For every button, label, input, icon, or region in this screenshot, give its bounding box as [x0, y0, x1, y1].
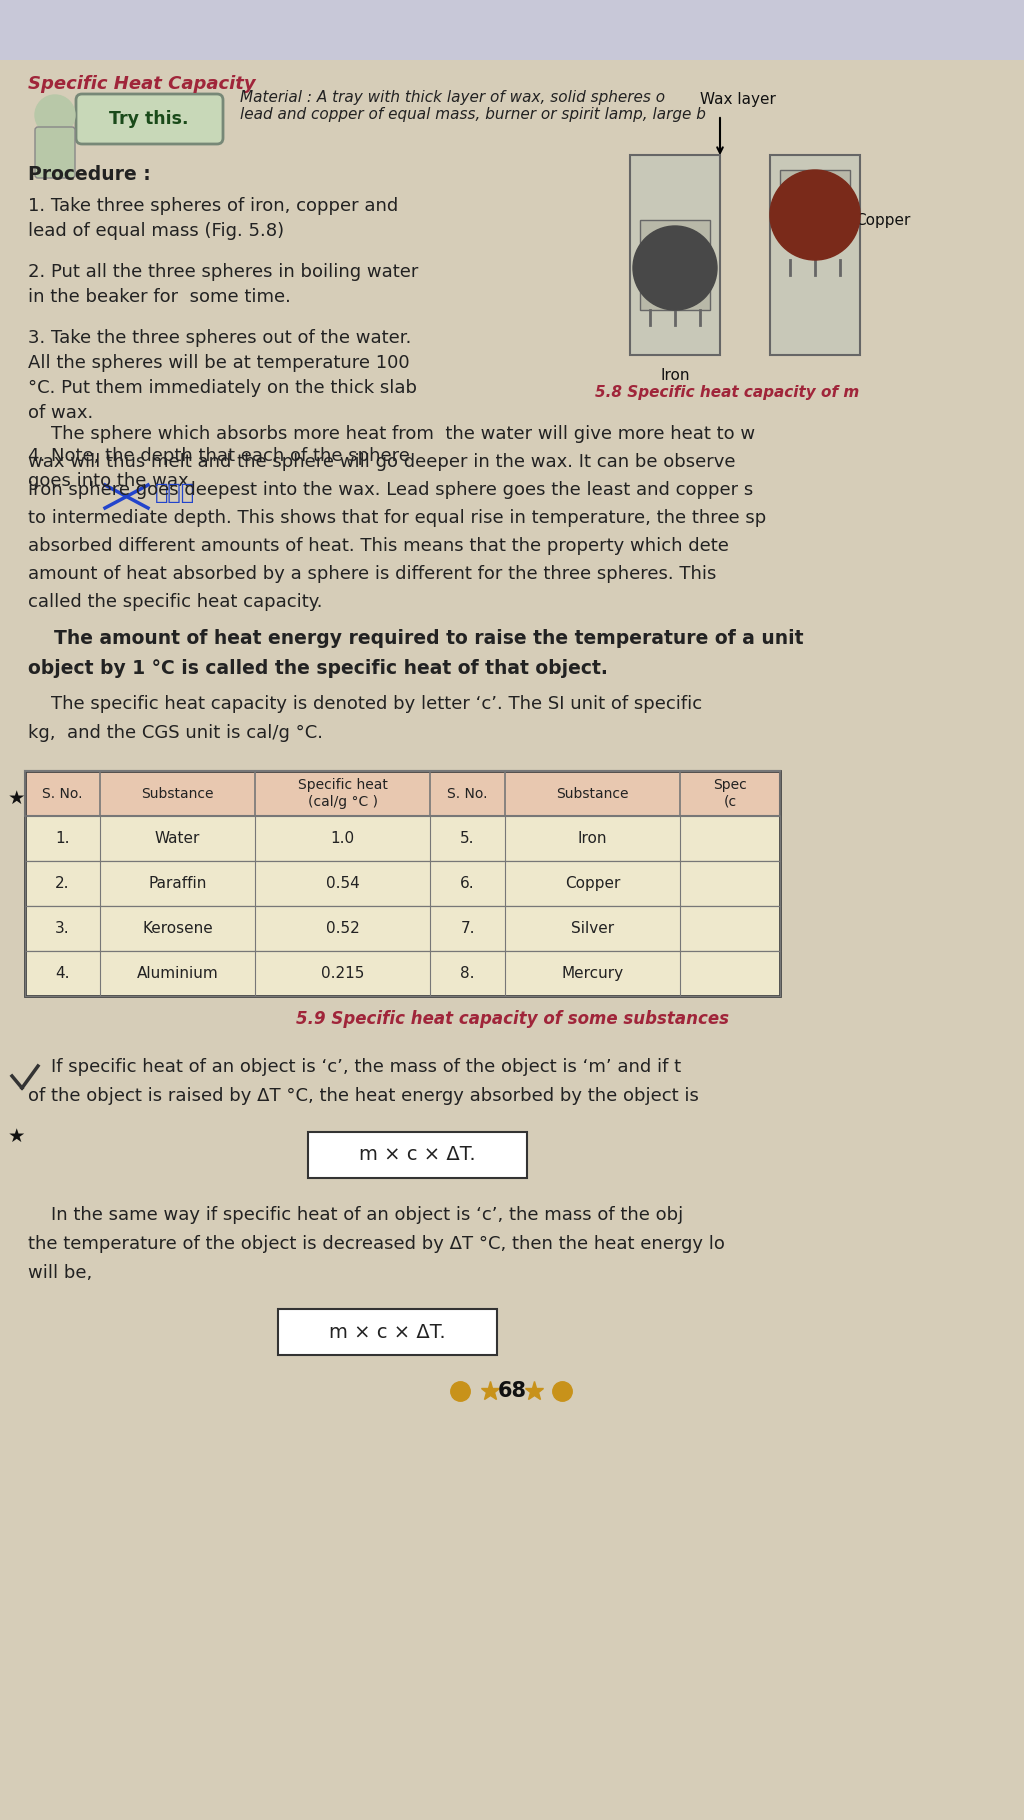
Text: kg,  and the CGS unit is cal/g °C.: kg, and the CGS unit is cal/g °C. — [28, 724, 323, 743]
Text: 4.: 4. — [55, 966, 70, 981]
Text: Try this.: Try this. — [110, 109, 188, 127]
Text: Material : A tray with thick layer of wax, solid spheres o
lead and copper of eq: Material : A tray with thick layer of wa… — [240, 89, 706, 122]
Text: of the object is raised by ΔT °C, the heat energy absorbed by the object is: of the object is raised by ΔT °C, the he… — [28, 1087, 698, 1105]
Bar — [25, 906, 780, 952]
Text: Spec
(c: Spec (c — [713, 779, 746, 808]
Text: Copper: Copper — [855, 213, 910, 228]
Text: Aluminium: Aluminium — [136, 966, 218, 981]
Text: मेन: मेन — [155, 482, 196, 502]
Text: 5.8 Specific heat capacity of m: 5.8 Specific heat capacity of m — [595, 386, 859, 400]
Text: Specific Heat Capacity: Specific Heat Capacity — [28, 75, 256, 93]
Text: S. No.: S. No. — [42, 786, 83, 801]
Text: 8.: 8. — [460, 966, 475, 981]
Text: object by 1 °C is called the specific heat of that object.: object by 1 °C is called the specific he… — [28, 659, 608, 679]
Bar — [25, 861, 780, 906]
Text: Wax layer: Wax layer — [700, 93, 776, 107]
Text: Specific heat
(cal/g °C ): Specific heat (cal/g °C ) — [298, 779, 387, 808]
FancyBboxPatch shape — [278, 1309, 497, 1356]
Text: Substance: Substance — [141, 786, 214, 801]
Text: iron sphere goes deepest into the wax. Lead sphere goes the least and copper s: iron sphere goes deepest into the wax. L… — [28, 480, 754, 499]
Text: Water: Water — [155, 832, 200, 846]
Text: The specific heat capacity is denoted by letter ‘c’. The SI unit of specific: The specific heat capacity is denoted by… — [28, 695, 702, 713]
Text: 0.52: 0.52 — [326, 921, 359, 935]
Text: The sphere which absorbs more heat from  the water will give more heat to w: The sphere which absorbs more heat from … — [28, 426, 755, 442]
Text: 2.: 2. — [55, 875, 70, 892]
Text: The amount of heat energy required to raise the temperature of a unit: The amount of heat energy required to ra… — [28, 630, 804, 648]
FancyBboxPatch shape — [35, 127, 75, 178]
Text: 5.: 5. — [460, 832, 475, 846]
Text: ★: ★ — [8, 1127, 26, 1145]
Text: 7.: 7. — [460, 921, 475, 935]
Text: 3. Take the three spheres out of the water.
All the spheres will be at temperatu: 3. Take the three spheres out of the wat… — [28, 329, 417, 422]
Bar — [780, 169, 850, 229]
Bar — [630, 155, 720, 355]
Text: called the specific heat capacity.: called the specific heat capacity. — [28, 593, 323, 612]
Text: 3.: 3. — [55, 921, 70, 935]
Text: In the same way if specific heat of an object is ‘c’, the mass of the obj: In the same way if specific heat of an o… — [28, 1207, 683, 1225]
Circle shape — [770, 169, 860, 260]
Text: If specific heat of an object is ‘c’, the mass of the object is ‘m’ and if t: If specific heat of an object is ‘c’, th… — [28, 1057, 681, 1076]
Text: 0.54: 0.54 — [326, 875, 359, 892]
Bar — [640, 220, 710, 309]
Text: 5.9 Specific heat capacity of some substances: 5.9 Specific heat capacity of some subst… — [296, 1010, 728, 1028]
Bar — [25, 772, 780, 815]
Text: m × c × ΔT.: m × c × ΔT. — [329, 1323, 445, 1341]
Text: the temperature of the object is decreased by ΔT °C, then the heat energy lo: the temperature of the object is decreas… — [28, 1236, 725, 1252]
Bar — [770, 155, 860, 355]
Text: 68: 68 — [498, 1381, 526, 1401]
Text: m × c × ΔT.: m × c × ΔT. — [358, 1145, 475, 1165]
Text: Silver: Silver — [571, 921, 614, 935]
Text: 1. Take three spheres of iron, copper and
lead of equal mass (Fig. 5.8): 1. Take three spheres of iron, copper an… — [28, 197, 398, 240]
Text: Procedure :: Procedure : — [28, 166, 151, 184]
Text: Iron: Iron — [660, 368, 690, 382]
Text: Paraffin: Paraffin — [148, 875, 207, 892]
Text: S. No.: S. No. — [447, 786, 487, 801]
Bar — [25, 772, 780, 996]
Text: 6.: 6. — [460, 875, 475, 892]
Text: 4. Note, the depth that each of the sphere
goes into the wax.: 4. Note, the depth that each of the sphe… — [28, 448, 410, 490]
Text: Copper: Copper — [565, 875, 621, 892]
Text: Iron: Iron — [578, 832, 607, 846]
Text: Kerosene: Kerosene — [142, 921, 213, 935]
Bar — [25, 815, 780, 861]
Bar — [25, 952, 780, 996]
Bar — [0, 0, 1024, 60]
Text: Mercury: Mercury — [561, 966, 624, 981]
Text: ★: ★ — [8, 788, 26, 808]
Text: 0.215: 0.215 — [321, 966, 365, 981]
Circle shape — [633, 226, 717, 309]
Text: wax will thus melt and the sphere will go deeper in the wax. It can be observе: wax will thus melt and the sphere will g… — [28, 453, 735, 471]
FancyBboxPatch shape — [308, 1132, 527, 1178]
Text: to intermediate depth. This shows that for equal rise in temperature, the three : to intermediate depth. This shows that f… — [28, 510, 766, 528]
Text: 1.0: 1.0 — [331, 832, 354, 846]
Text: Substance: Substance — [556, 786, 629, 801]
Text: absorbed different amounts of heat. This means that the property which dete: absorbed different amounts of heat. This… — [28, 537, 729, 555]
Text: amount of heat absorbed by a sphere is different for the three spheres. This: amount of heat absorbed by a sphere is d… — [28, 564, 717, 582]
Text: will be,: will be, — [28, 1265, 92, 1281]
Circle shape — [35, 95, 75, 135]
Text: 1.: 1. — [55, 832, 70, 846]
FancyBboxPatch shape — [76, 95, 223, 144]
Text: 2. Put all the three spheres in boiling water
in the beaker for  some time.: 2. Put all the three spheres in boiling … — [28, 264, 419, 306]
